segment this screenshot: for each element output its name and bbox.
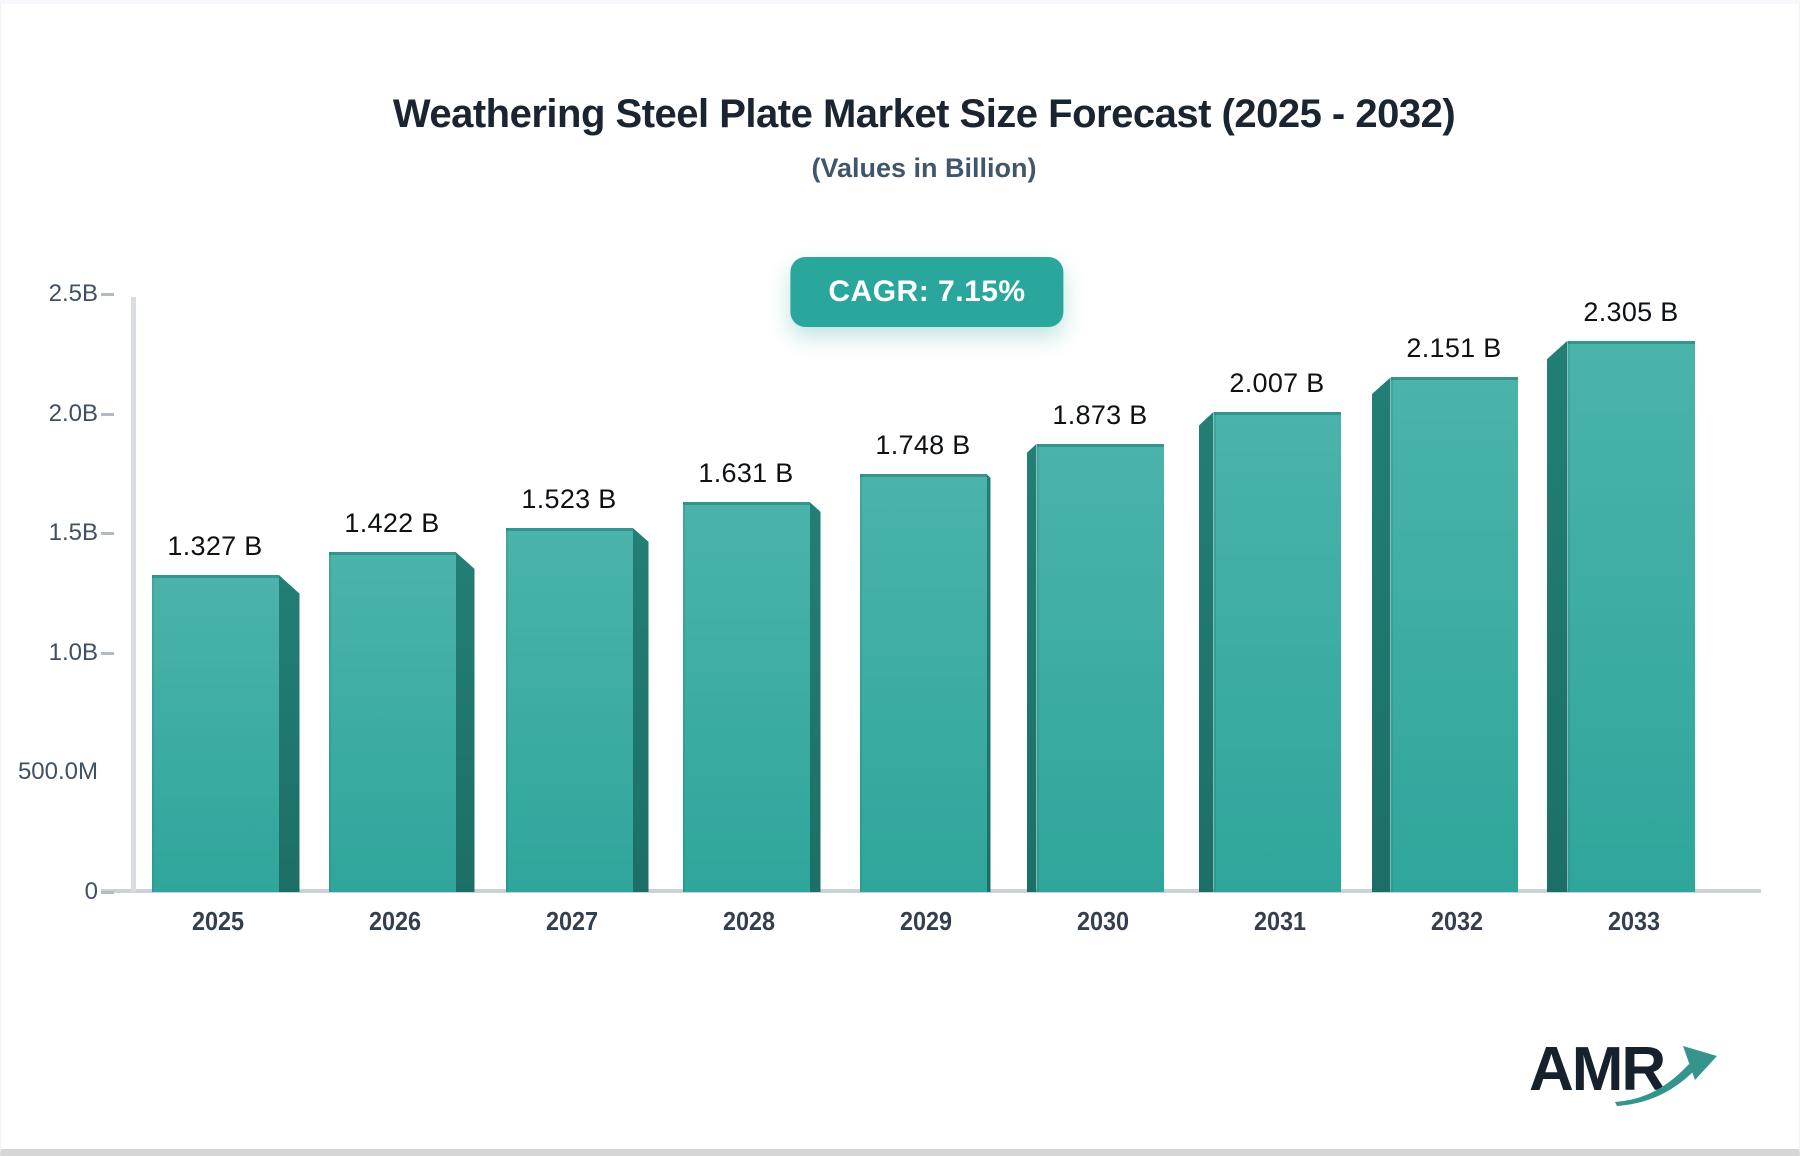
- y-tick-dash: [101, 651, 114, 655]
- y-tick-dash: [101, 293, 114, 296]
- x-axis-label-2027: 2027: [545, 906, 599, 936]
- bar-side-face-2033: [1546, 340, 1568, 892]
- x-axis-label-2030: 2030: [1076, 906, 1130, 936]
- bar-2031: [1213, 411, 1341, 892]
- amr-logo: AMR: [1529, 1034, 1729, 1114]
- y-tick-label: 2.5B: [48, 280, 98, 307]
- amr-logo-text: AMR: [1529, 1035, 1666, 1104]
- bar-side-face-2031: [1198, 411, 1214, 892]
- y-tick-label: 2.0B: [48, 399, 98, 427]
- bar-value-label-2033: 2.305 B: [1583, 296, 1679, 327]
- bar-2029: [859, 473, 987, 892]
- bar-value-label-2028: 1.631 B: [698, 457, 794, 488]
- bar-2033: [1567, 340, 1695, 892]
- bar-side-face-2030: [1026, 443, 1037, 892]
- bar-side-face-2025: [278, 574, 300, 892]
- y-tick-label: 500.0M: [17, 758, 98, 786]
- x-axis-label-2032: 2032: [1430, 906, 1484, 936]
- x-axis-label-2026: 2026: [368, 906, 422, 936]
- y-tick-dash: [101, 412, 114, 416]
- y-tick-label: 0: [84, 878, 98, 905]
- bar-2028: [682, 501, 810, 892]
- x-axis-label-2031: 2031: [1253, 906, 1307, 936]
- bar-side-face-2028: [809, 501, 821, 892]
- y-axis-line: [131, 297, 136, 892]
- bar-side-face-2032: [1371, 377, 1391, 892]
- bar-2025: [151, 574, 279, 892]
- chart-title: Weathering Steel Plate Market Size Forec…: [392, 92, 1456, 136]
- chart-subtitle: (Values in Billion): [811, 153, 1037, 183]
- bar-value-label-2029: 1.748 B: [875, 429, 971, 460]
- bar-value-label-2030: 1.873 B: [1052, 399, 1148, 430]
- y-tick-dash: [101, 532, 114, 536]
- x-axis-label-2029: 2029: [899, 906, 953, 936]
- bar-2030: [1036, 443, 1164, 892]
- bar-2026: [328, 551, 456, 892]
- y-tick-label: 1.5B: [48, 519, 98, 547]
- bar-value-label-2026: 1.422 B: [344, 507, 440, 538]
- y-tick-label: 1.0B: [48, 638, 98, 666]
- bar-2032: [1390, 377, 1518, 892]
- x-axis-label-2033: 2033: [1607, 906, 1661, 936]
- bar-side-face-2027: [632, 527, 649, 892]
- bar-side-face-2026: [455, 551, 475, 892]
- bar-value-label-2025: 1.327 B: [167, 530, 263, 561]
- bar-value-label-2031: 2.007 B: [1229, 367, 1325, 398]
- bar-value-label-2032: 2.151 B: [1406, 333, 1502, 364]
- bar-2027: [505, 527, 633, 892]
- bar-side-face-2029: [986, 473, 991, 892]
- x-axis-label-2025: 2025: [191, 906, 245, 936]
- bar-value-label-2027: 1.523 B: [521, 483, 617, 514]
- cagr-badge: CAGR: 7.15%: [790, 257, 1064, 327]
- chart-header: Weathering Steel Plate Market Size Forec…: [1, 92, 1800, 184]
- y-tick-dash: [101, 891, 114, 894]
- plot-area: 0 500.0M 1.0B 1.5B 2.0B 2.5B 1.327 B 1.422 B 1.…: [1, 4, 1799, 1149]
- growth-arrow-icon: [1615, 1046, 1717, 1106]
- x-axis-label-2028: 2028: [722, 906, 776, 936]
